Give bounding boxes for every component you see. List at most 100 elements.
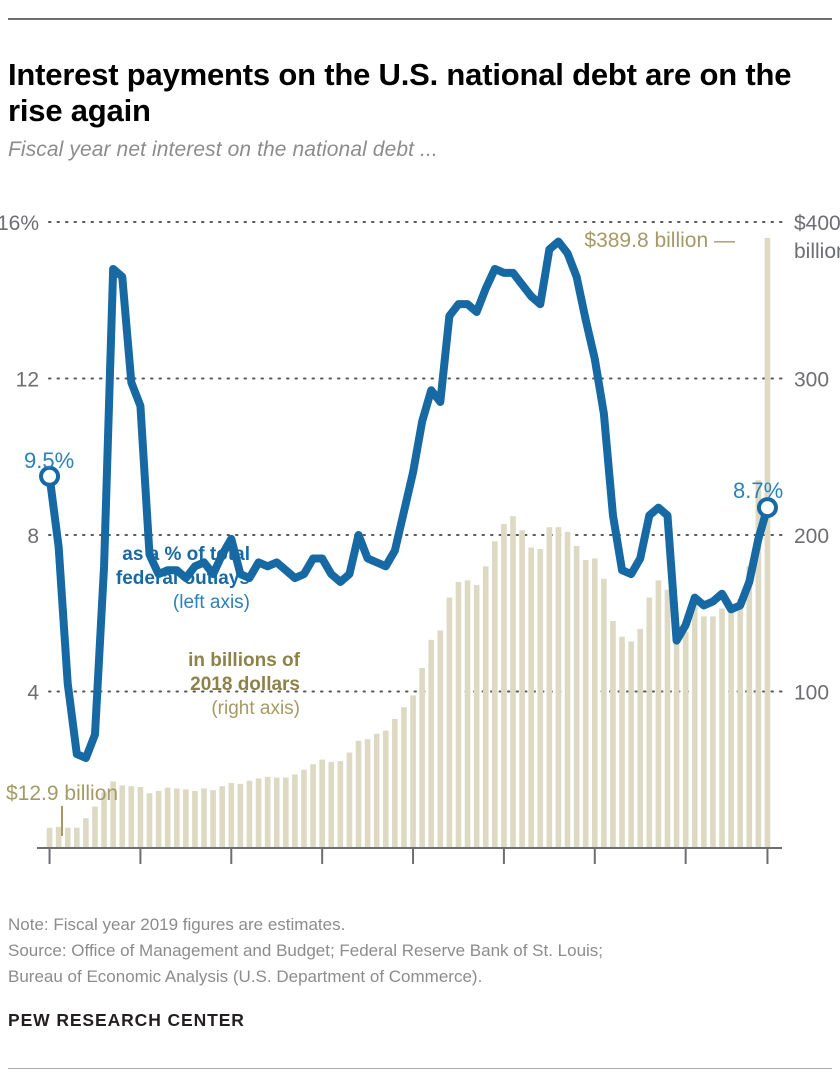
x-axis-label-1950: 1950 [117,874,164,876]
bar-1995 [546,527,553,848]
bar-1993 [528,547,534,848]
left-axis-label-8: 8 [27,525,39,548]
bar-2004 [628,641,634,848]
bar-1951 [146,793,153,848]
right-axis-label-100: 100 [794,682,829,705]
bar-1985 [455,581,462,848]
line-path [45,237,772,763]
bar-1943 [73,827,80,848]
bar-1949 [128,786,135,848]
bar-1960 [228,783,235,848]
bar-1992 [519,530,525,848]
bar-1958 [210,790,216,848]
bar-2011 [691,605,698,848]
line-start-marker [39,465,61,487]
x-axis-label-2010: 2010 [662,874,709,876]
x-axis-label-1990: 1990 [481,874,528,876]
bar-start-value-label: $12.9 billion [6,782,118,805]
x-axis-label-1960: 1960 [208,874,255,876]
bar-1997 [564,531,571,848]
bar-2012 [701,616,707,848]
dual-axis-chart: 16% 12 8 4 $400 billion 300 200 100 1940 1950 196… [0,212,840,876]
bar-1946 [101,792,107,848]
bar-1994 [537,549,544,848]
bar-1967 [292,774,298,848]
bar-1980 [410,695,416,848]
right-axis-label-200: 200 [794,525,829,548]
chart-container: 16% 12 8 4 $400 billion 300 200 100 1940 1950 196… [0,196,840,876]
bar-1970 [319,759,325,848]
bar-2002 [610,621,616,848]
line-start-value-label: 9.5% [24,448,74,473]
line-end-marker [756,497,778,519]
bar-1971 [328,761,335,848]
left-axis-label-4: 4 [27,682,39,705]
right-axis-labels-group: $400 billion 300 200 100 [794,212,840,705]
bar-2001 [601,578,607,848]
bar-2006 [646,597,653,848]
bar-1987 [473,585,480,848]
left-axis-label-16: 16% [0,212,39,235]
bar-2013 [710,616,716,848]
brand-label: PEW RESEARCH CENTER [8,1010,245,1031]
bar-1955 [183,789,189,848]
bar-1945 [92,806,98,848]
bar-1940 [46,827,53,848]
bar-1966 [283,777,289,848]
footnote-source-line2: Bureau of Economic Analysis (U.S. Depart… [8,966,483,986]
line-series-annotation-line2: federal outlays [116,568,250,589]
x-axis-label-1940: 1940 [26,874,73,876]
bar-1982 [428,639,435,848]
bar-2016 [737,599,744,848]
bar-1984 [446,597,453,848]
bar-1988 [482,566,489,848]
bar-1964 [264,776,271,848]
bar-series-annotation-line2: 2018 dollars [190,674,300,695]
bar-1986 [464,580,471,848]
bar-1950 [137,786,144,848]
bar-series-annotation-axis: (right axis) [211,698,300,719]
bar-1947 [110,781,116,848]
bar-2003 [619,636,625,848]
bar-1979 [401,707,407,848]
x-axis-ticks-group [48,848,769,864]
bar-series-annotation-line1: in billions of [188,650,301,671]
line-series-annotation-line1: as a % of total [122,544,250,565]
x-axis-label-1980: 1980 [390,874,437,876]
bar-1989 [492,541,498,848]
gridlines-group [48,221,785,693]
page-title: Interest payments on the U.S. national d… [8,56,792,129]
bar-1959 [219,786,226,848]
bar-1965 [273,777,280,848]
footnote-note: Note: Fiscal year 2019 figures are estim… [8,915,346,934]
bar-1976 [373,733,380,848]
bar-end-value-label: $389.8 billion — [584,229,735,252]
bar-1991 [510,516,516,848]
bar-1957 [201,788,207,848]
bar-1954 [173,788,180,848]
bar-1973 [346,752,353,848]
bar-1962 [246,780,253,848]
footnote-source-line1: Source: Office of Management and Budget;… [8,940,604,960]
bar-2005 [637,628,644,848]
bar-2008 [664,589,671,848]
bar-1977 [382,730,389,849]
line-series-annotation-axis: (left axis) [173,592,250,613]
bar-2015 [728,610,734,848]
bar-1952 [155,790,162,848]
bar-2019 [764,237,771,849]
right-axis-label-400-unit: billion [794,240,840,263]
bar-2000 [591,558,598,848]
bar-1941 [55,826,62,848]
footer: Note: Fiscal year 2019 figures are estim… [8,912,828,1031]
bar-1981 [419,668,425,848]
left-axis-labels-group: 16% 12 8 4 [0,212,39,705]
x-axis-label-2000: 2000 [571,874,618,876]
bar-1999 [582,560,589,848]
bars-group [46,237,771,849]
line-series-group [45,237,772,763]
line-end-value-label: 8.7% [733,478,783,503]
bar-1978 [392,718,398,848]
bar-1983 [437,630,444,848]
